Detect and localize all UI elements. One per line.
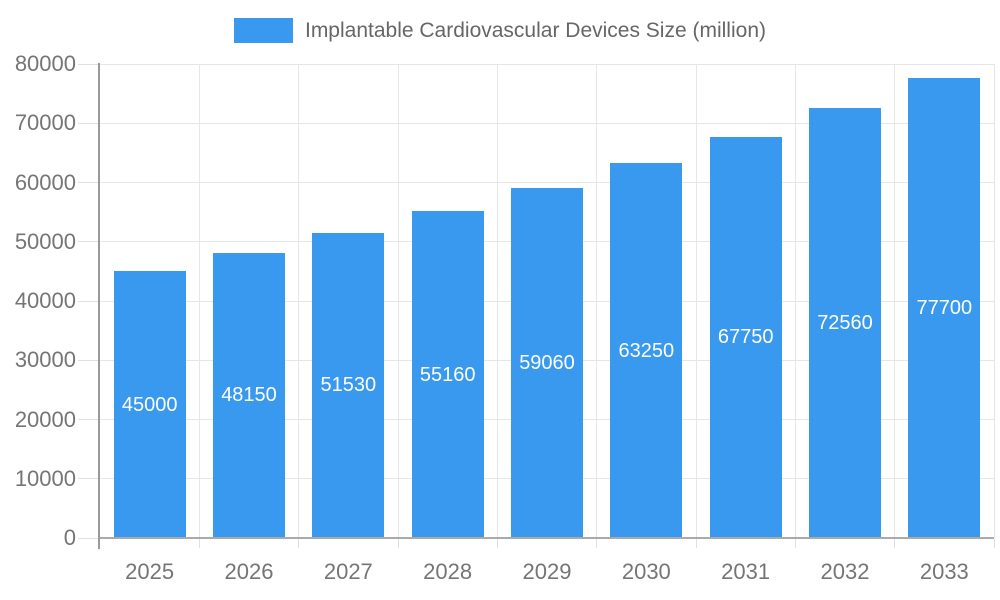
bar-value-label: 77700 (916, 296, 973, 319)
legend[interactable]: Implantable Cardiovascular Devices Size … (0, 18, 1000, 43)
bar (312, 232, 385, 538)
y-axis-tick (78, 359, 100, 361)
y-axis-label: 10000 (14, 465, 76, 491)
x-axis-label: 2033 (919, 559, 969, 584)
legend-label: Implantable Cardiovascular Devices Size … (304, 18, 766, 42)
x-axis-line (98, 537, 994, 539)
bar-value-label: 67750 (717, 326, 774, 349)
y-axis-label: 0 (63, 525, 76, 550)
y-axis-label: 20000 (14, 406, 76, 432)
bar-value-label: 45000 (121, 393, 178, 416)
y-gridline (100, 122, 994, 124)
x-gridline (993, 64, 995, 538)
y-axis-tick (78, 182, 100, 183)
y-axis-tick (78, 122, 100, 124)
x-axis-tick (596, 539, 598, 548)
y-axis-label: 70000 (14, 110, 76, 136)
bar-value-label: 59060 (519, 352, 575, 375)
y-axis-tick (78, 537, 100, 539)
bar (908, 77, 981, 538)
x-gridline (596, 64, 598, 538)
bar (511, 188, 583, 538)
x-gridline (794, 64, 796, 538)
x-gridline (198, 64, 200, 538)
y-axis-label: 50000 (14, 228, 76, 254)
y-axis-tick (78, 419, 100, 420)
bar (113, 271, 186, 538)
y-gridline (100, 63, 994, 65)
x-axis-label: 2025 (125, 559, 175, 584)
bar-value-label: 72560 (817, 312, 873, 335)
x-axis-tick (198, 539, 200, 548)
bar-value-label: 63250 (618, 339, 675, 362)
y-axis-label: 40000 (14, 288, 76, 313)
x-gridline (298, 64, 300, 538)
x-axis-tick (993, 539, 995, 548)
x-axis-tick (298, 539, 300, 548)
x-axis-label: 2030 (621, 559, 671, 584)
x-axis-tick (894, 539, 896, 548)
x-axis-label: 2026 (224, 559, 274, 584)
legend-swatch (233, 18, 293, 43)
y-axis-tick (78, 300, 100, 302)
y-axis-label: 80000 (14, 51, 76, 76)
bar-value-label: 51530 (320, 374, 377, 397)
bar (610, 163, 683, 538)
y-axis-tick (78, 478, 100, 480)
x-gridline (695, 64, 697, 538)
bar (709, 136, 782, 538)
bar-value-label: 48150 (221, 384, 277, 407)
y-axis-label: 60000 (14, 169, 76, 195)
x-axis-tick (794, 539, 796, 548)
y-axis-label: 30000 (14, 347, 76, 373)
x-gridline (496, 64, 498, 538)
x-axis-tick (695, 539, 697, 548)
x-axis-label: 2029 (522, 559, 572, 584)
x-axis-label: 2031 (721, 559, 771, 584)
y-axis-tick (78, 63, 100, 65)
y-axis-line (98, 63, 100, 549)
x-axis-label: 2027 (323, 559, 373, 584)
y-gridline (100, 182, 994, 183)
y-axis-tick (78, 241, 100, 243)
x-gridline (894, 64, 896, 538)
x-axis-tick (397, 539, 399, 548)
bar (411, 211, 484, 538)
bar-value-label: 55160 (419, 363, 476, 386)
bar (213, 252, 285, 538)
x-axis-label: 2028 (423, 559, 473, 584)
x-axis-tick (496, 539, 498, 548)
x-gridline (397, 64, 399, 538)
bar (809, 108, 881, 538)
x-axis-label: 2032 (820, 559, 870, 584)
